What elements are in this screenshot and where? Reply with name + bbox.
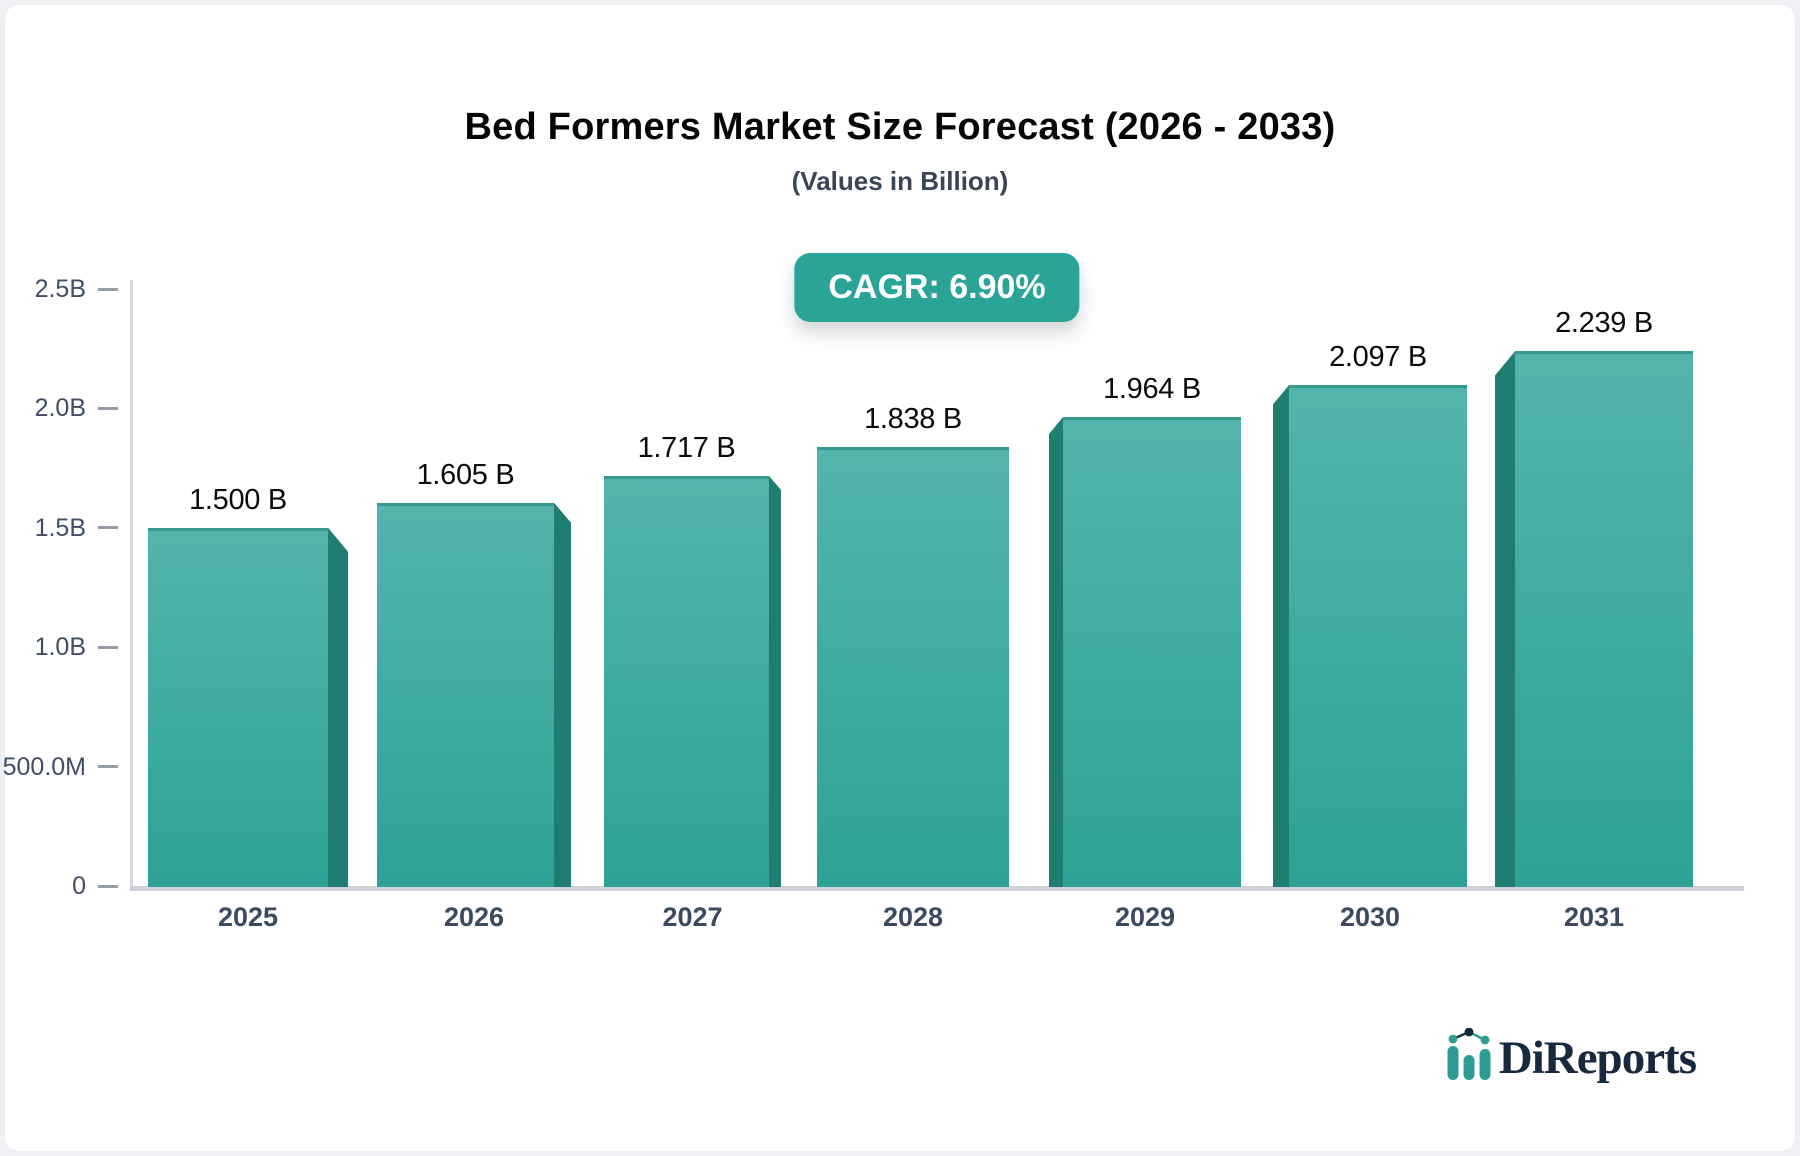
- brand-name: DiReports: [1498, 1031, 1697, 1084]
- bar-value-label: 2.097 B: [1329, 341, 1427, 374]
- bar-2026: [377, 502, 554, 887]
- x-tick-label: 2030: [1339, 902, 1401, 932]
- bar-side-face: [328, 527, 348, 887]
- y-tick-dash: [98, 287, 118, 291]
- bar-value-label: 1.500 B: [189, 483, 287, 516]
- y-tick-label: 1.5B: [34, 513, 86, 542]
- bar-2029: [1063, 416, 1241, 887]
- y-tick-label: 2.5B: [34, 275, 86, 303]
- brand-logo: DiReports: [1446, 1027, 1697, 1084]
- bar-2028: [817, 447, 1009, 887]
- x-tick-label: 2028: [882, 902, 944, 932]
- y-tick-dash: [98, 765, 118, 769]
- bar-2030: [1289, 385, 1467, 887]
- bar-value-label: 2.239 B: [1555, 307, 1653, 340]
- y-tick-dash: [98, 526, 118, 530]
- y-tick-label: 0: [72, 872, 86, 900]
- cagr-badge: CAGR: 6.90%: [794, 253, 1080, 322]
- x-tick-label: 2029: [1114, 902, 1176, 932]
- x-tick-label: 2026: [443, 902, 505, 932]
- x-tick-label: 2027: [662, 902, 723, 932]
- bar-2031: [1515, 351, 1693, 887]
- y-axis-line: [130, 280, 133, 889]
- bar-value-label: 1.838 B: [864, 403, 962, 436]
- bar-2025: [148, 527, 328, 887]
- bar-side-face: [1495, 351, 1515, 887]
- x-axis-baseline: [130, 886, 1744, 891]
- bar-side-face: [554, 502, 571, 887]
- y-tick-label: 1.0B: [34, 633, 86, 662]
- bar-side-face: [1049, 416, 1063, 887]
- chart-title: Bed Formers Market Size Forecast (2026 -…: [464, 106, 1336, 148]
- bar-2027: [604, 475, 769, 887]
- bar-side-face: [1273, 385, 1289, 887]
- y-tick-dash: [98, 406, 118, 410]
- bar-value-label: 1.717 B: [637, 431, 736, 464]
- bar-value-label: 1.605 B: [416, 458, 515, 491]
- bar-chart-logo-icon: [1446, 1027, 1492, 1080]
- y-tick-label: 500.0M: [2, 752, 86, 781]
- chart-subtitle: (Values in Billion): [791, 166, 1009, 196]
- y-tick-dash: [98, 645, 118, 649]
- bar-side-face: [769, 475, 781, 887]
- y-tick-label: 2.0B: [34, 394, 86, 423]
- x-tick-label: 2025: [217, 902, 279, 932]
- x-tick-label: 2031: [1563, 902, 1625, 932]
- y-tick-dash: [98, 884, 118, 888]
- bar-value-label: 1.964 B: [1103, 372, 1201, 405]
